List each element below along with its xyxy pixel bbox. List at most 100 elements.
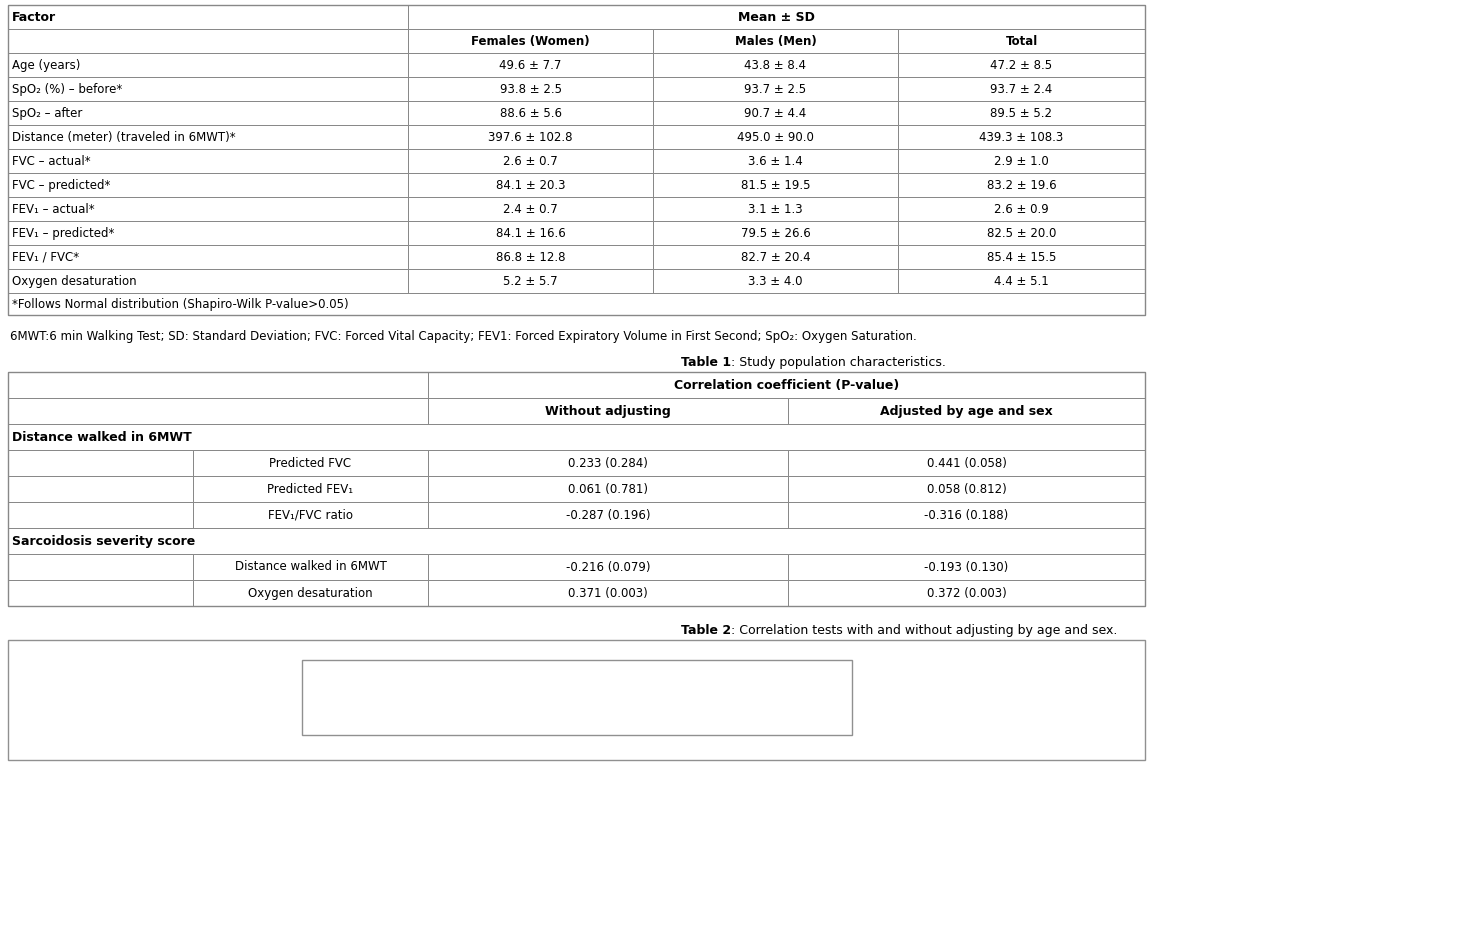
Bar (898, 173, 1145, 197)
Bar (408, 5, 1145, 29)
Text: 6MWT:6 min Walking Test; SD: Standard Deviation; FVC: Forced Vital Capacity; FEV: 6MWT:6 min Walking Test; SD: Standard De… (10, 330, 917, 342)
Bar (7, 53, 408, 77)
Text: Predicted FEV₁: Predicted FEV₁ (268, 483, 354, 496)
Text: 5.2 ± 5.7: 5.2 ± 5.7 (503, 275, 558, 287)
Bar (7, 450, 193, 476)
Bar (654, 173, 898, 197)
Bar (788, 502, 1145, 528)
Bar (193, 580, 428, 606)
Bar (193, 476, 428, 502)
Text: 0.372 (0.003): 0.372 (0.003) (927, 587, 1006, 599)
Text: 90.7 ± 4.4: 90.7 ± 4.4 (744, 106, 807, 119)
Bar (654, 29, 898, 53)
Bar (654, 197, 898, 221)
Bar (408, 221, 654, 245)
Text: 81.5 ± 19.5: 81.5 ± 19.5 (741, 178, 810, 191)
Bar (193, 502, 428, 528)
Bar (788, 476, 1145, 502)
Text: 93.7 ± 2.5: 93.7 ± 2.5 (744, 82, 807, 96)
Bar (7, 398, 428, 424)
Bar (7, 424, 1145, 450)
Text: Correlation coefficient (P-value): Correlation coefficient (P-value) (674, 378, 899, 392)
Text: 79.5 ± 26.6: 79.5 ± 26.6 (741, 227, 810, 240)
Bar (408, 101, 654, 125)
Text: FEV₁ – predicted*: FEV₁ – predicted* (12, 227, 114, 240)
Text: 93.8 ± 2.5: 93.8 ± 2.5 (500, 82, 561, 96)
Text: Distance (meter) (traveled in 6MWT)*: Distance (meter) (traveled in 6MWT)* (12, 131, 235, 143)
Text: 93.7 ± 2.4: 93.7 ± 2.4 (990, 82, 1053, 96)
Text: 86.8 ± 12.8: 86.8 ± 12.8 (496, 250, 566, 264)
Text: Distance walked in 6MWT: Distance walked in 6MWT (234, 560, 386, 574)
Bar (7, 372, 428, 398)
Bar (654, 221, 898, 245)
Bar (654, 53, 898, 77)
Bar (788, 554, 1145, 580)
Bar (654, 269, 898, 293)
Text: Factor: Factor (12, 10, 56, 24)
Bar (7, 173, 408, 197)
Text: FEV₁ – actual*: FEV₁ – actual* (12, 203, 95, 215)
Bar (7, 5, 408, 29)
Bar (7, 269, 408, 293)
Text: 89.5 ± 5.2: 89.5 ± 5.2 (990, 106, 1053, 119)
Text: 0.371 (0.003): 0.371 (0.003) (569, 587, 648, 599)
Text: -0.193 (0.130): -0.193 (0.130) (924, 560, 1009, 574)
Text: Without adjusting: Without adjusting (545, 405, 671, 417)
Bar (428, 580, 788, 606)
Text: *Follows Normal distribution (Shapiro-Wilk P-value>0.05): *Follows Normal distribution (Shapiro-Wi… (12, 298, 348, 311)
Bar (408, 173, 654, 197)
Text: Age (years): Age (years) (12, 59, 80, 71)
Bar (7, 528, 1145, 554)
Text: 84.1 ± 20.3: 84.1 ± 20.3 (496, 178, 566, 191)
Bar (301, 660, 851, 735)
Text: FEV₁/FVC ratio: FEV₁/FVC ratio (268, 508, 352, 521)
Bar (898, 29, 1145, 53)
Bar (428, 398, 788, 424)
Text: 82.7 ± 20.4: 82.7 ± 20.4 (741, 250, 810, 264)
Bar (7, 502, 193, 528)
Bar (428, 476, 788, 502)
Text: 43.8 ± 8.4: 43.8 ± 8.4 (744, 59, 807, 71)
Bar (788, 398, 1145, 424)
Text: Table 2: Table 2 (681, 624, 731, 637)
Bar (7, 372, 1145, 606)
Bar (7, 476, 193, 502)
Bar (654, 77, 898, 101)
Text: Mean ± SD: Mean ± SD (738, 10, 814, 24)
Bar (408, 77, 654, 101)
Text: Adjusted by age and sex: Adjusted by age and sex (880, 405, 1053, 417)
Bar (7, 5, 1145, 315)
Text: SpO₂ – after: SpO₂ – after (12, 106, 82, 119)
Bar (898, 101, 1145, 125)
Bar (408, 29, 654, 53)
Text: FEV₁ / FVC*: FEV₁ / FVC* (12, 250, 79, 264)
Text: Table 1: Table 1 (681, 356, 731, 369)
Bar (7, 29, 408, 53)
Bar (408, 245, 654, 269)
Text: : Correlation tests with and without adjusting by age and sex.: : Correlation tests with and without adj… (731, 624, 1117, 637)
Text: 0.441 (0.058): 0.441 (0.058) (927, 457, 1006, 469)
Bar (898, 221, 1145, 245)
Bar (654, 245, 898, 269)
Text: Males (Men): Males (Men) (734, 34, 816, 47)
Text: Predicted FVC: Predicted FVC (269, 457, 351, 469)
Text: 82.5 ± 20.0: 82.5 ± 20.0 (987, 227, 1056, 240)
Bar (898, 245, 1145, 269)
Text: 2.9 ± 1.0: 2.9 ± 1.0 (994, 155, 1048, 168)
Text: Sarcoidosis severity score: Sarcoidosis severity score (12, 535, 196, 548)
Bar (7, 149, 408, 173)
Text: -0.216 (0.079): -0.216 (0.079) (566, 560, 651, 574)
Bar (898, 125, 1145, 149)
Bar (898, 269, 1145, 293)
Text: 397.6 ± 102.8: 397.6 ± 102.8 (488, 131, 573, 143)
Bar (7, 293, 1145, 315)
Bar (898, 77, 1145, 101)
Text: 3.1 ± 1.3: 3.1 ± 1.3 (749, 203, 803, 215)
Text: 3.3 ± 4.0: 3.3 ± 4.0 (749, 275, 803, 287)
Bar (7, 245, 408, 269)
Bar (408, 197, 654, 221)
Text: -0.316 (0.188): -0.316 (0.188) (924, 508, 1009, 521)
Text: 0.058 (0.812): 0.058 (0.812) (927, 483, 1006, 496)
Bar (428, 450, 788, 476)
Text: Oxygen desaturation: Oxygen desaturation (249, 587, 373, 599)
